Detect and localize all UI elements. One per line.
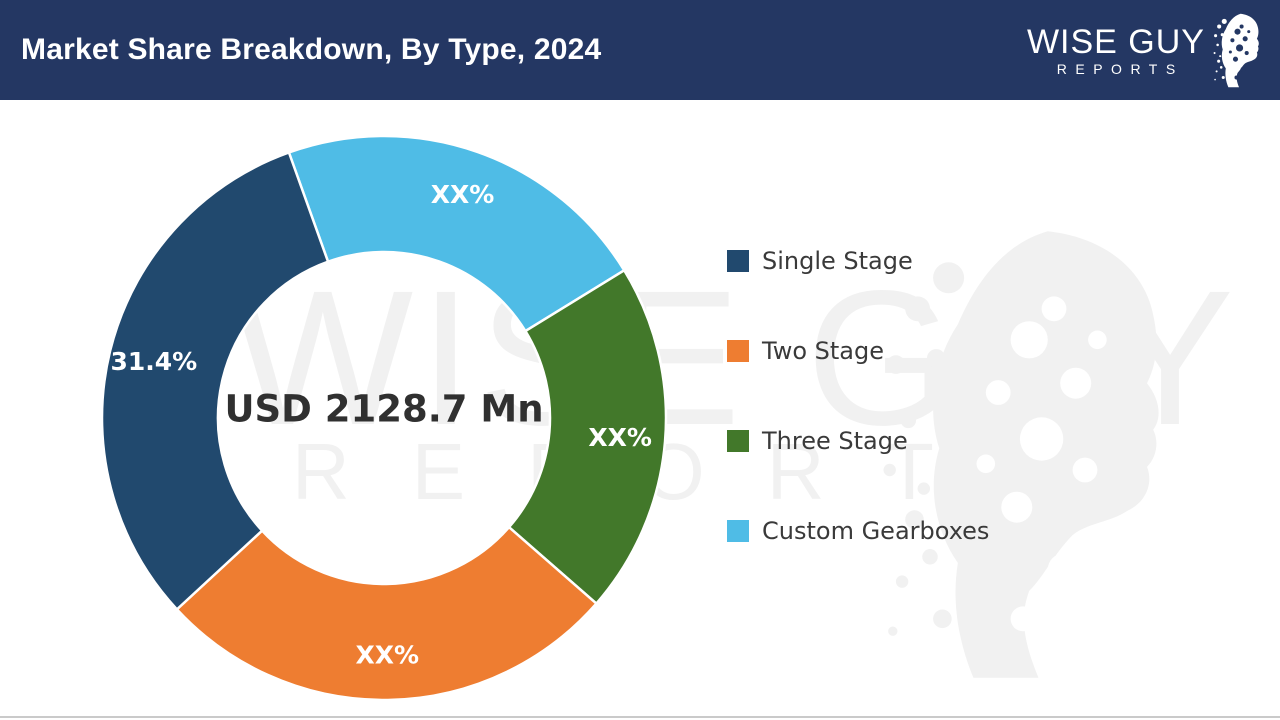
donut-segment-three-stage: [507, 269, 668, 605]
wise-guy-logo: WISE GUY REPORTS: [1027, 12, 1262, 89]
legend-swatch-three-stage: [727, 430, 749, 452]
logo-wordmark: WISE GUY: [1026, 22, 1205, 61]
donut-segment-custom-gearboxes: [287, 134, 626, 333]
donut-center-label: USD 2128.7 Mn: [224, 387, 544, 431]
page-title: Market Share Breakdown, By Type, 2024: [21, 33, 602, 66]
segment-value-label-two-stage: XX%: [356, 640, 420, 669]
footer-line: [0, 716, 1280, 718]
segment-value-label-single-stage: 31.4%: [110, 347, 197, 376]
logo-subtitle: REPORTS: [1056, 60, 1184, 77]
legend-item-single-stage: Single Stage: [727, 247, 989, 275]
watermark-reports-text: REPORTS: [292, 427, 1112, 516]
legend-item-custom-gearboxes: Custom Gearboxes: [727, 517, 989, 545]
legend-label-single-stage: Single Stage: [762, 247, 913, 275]
legend-swatch-two-stage: [727, 340, 749, 362]
legend-label-custom-gearboxes: Custom Gearboxes: [762, 517, 990, 545]
legend-swatch-custom-gearboxes: [727, 520, 749, 542]
chart-legend: Single Stage Two Stage Three Stage Custo…: [727, 247, 989, 545]
legend-swatch-single-stage: [727, 250, 749, 272]
logo-face-icon: [1213, 13, 1259, 87]
legend-label-three-stage: Three Stage: [762, 427, 908, 455]
segment-value-label-three-stage: XX%: [588, 423, 652, 452]
legend-item-three-stage: Three Stage: [727, 427, 989, 455]
logo-text: WISE GUY REPORTS: [1027, 25, 1205, 76]
segment-value-label-custom-gearboxes: XX%: [431, 180, 495, 209]
donut-segment-single-stage: [100, 151, 330, 611]
donut-segment-two-stage: [175, 525, 598, 702]
header-bar: Market Share Breakdown, By Type, 2024 WI…: [0, 0, 1280, 100]
legend-label-two-stage: Two Stage: [762, 337, 884, 365]
watermark-face: [883, 231, 1159, 678]
legend-item-two-stage: Two Stage: [727, 337, 989, 365]
